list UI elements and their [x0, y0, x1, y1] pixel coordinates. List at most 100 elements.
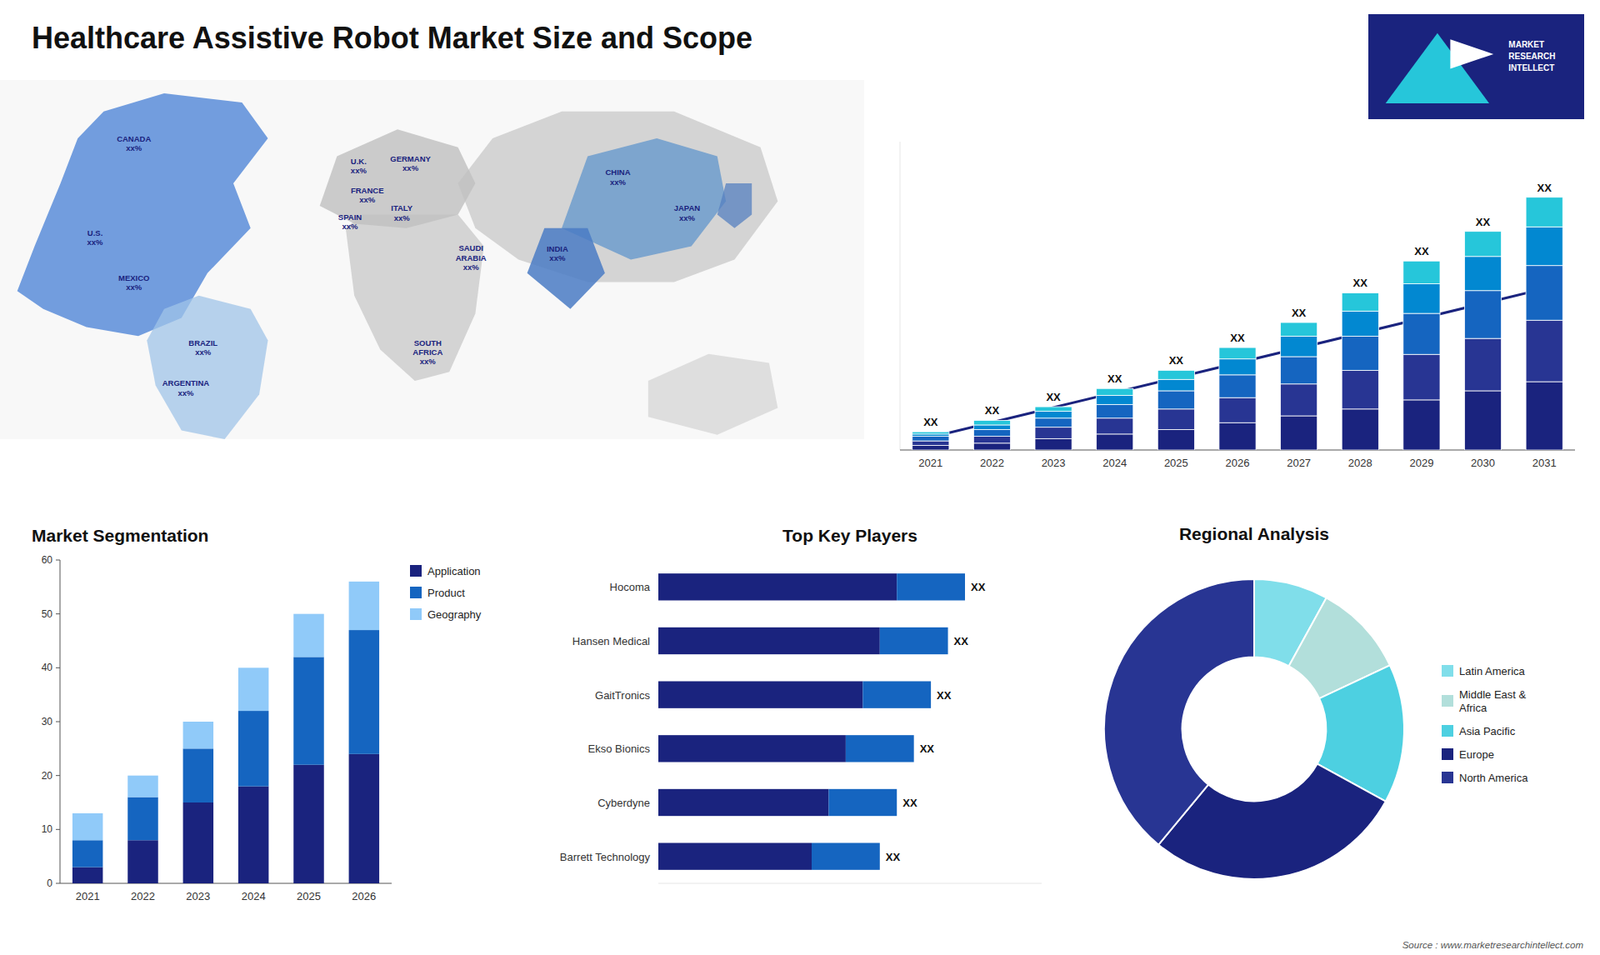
y-tick-label: 0 [46, 877, 53, 890]
bar-segment [658, 843, 812, 870]
logo-arrow [1450, 39, 1494, 69]
bar-annotation: XX [1475, 215, 1491, 229]
legend-swatch [1441, 771, 1454, 784]
donut-slice [1104, 579, 1255, 845]
bar-annotation: XX [954, 635, 970, 648]
bar-segment [1035, 411, 1072, 419]
map-label: SAUDIARABIAxx% [455, 243, 487, 272]
bar-segment [1341, 335, 1379, 370]
bar-annotation: XX [1230, 331, 1245, 345]
map-region [146, 295, 268, 440]
bar-annotation: XX [920, 742, 935, 755]
bar-segment [1035, 406, 1072, 411]
chart-title: Market Segmentation [31, 525, 209, 545]
bar-annotation: XX [1107, 372, 1123, 385]
bar-segment [912, 431, 950, 435]
x-tick-label: 2021 [75, 890, 100, 903]
map-region [648, 354, 779, 435]
bar-segment [973, 436, 1010, 444]
marks [658, 573, 965, 870]
y-tick-label: Barrett Technology [560, 850, 651, 863]
bar-segment [1035, 438, 1072, 450]
bar-segment [912, 445, 950, 450]
bar-segment [973, 425, 1010, 430]
bar-segment [912, 440, 950, 445]
bar-segment [1525, 197, 1563, 228]
bar-segment [1096, 388, 1134, 395]
map-label: BRAZILxx% [188, 337, 218, 356]
x-tick-label: 2026 [1225, 456, 1250, 470]
bar-segment [127, 797, 158, 841]
y-tick-label: 50 [41, 608, 54, 620]
bar-annotation: XX [902, 796, 918, 810]
bar-segment [1341, 370, 1379, 409]
bar-segment [912, 436, 950, 441]
bar-segment [1219, 397, 1256, 423]
bar-segment [1464, 290, 1501, 339]
y-tick [55, 829, 60, 830]
bar-annotation: XX [1414, 245, 1430, 258]
bar-segment [1096, 434, 1134, 450]
legend-label: Product [427, 586, 465, 600]
y-tick-label: 30 [41, 715, 54, 728]
bar-segment [183, 748, 214, 803]
bar-segment [1280, 415, 1318, 450]
map-region [320, 129, 476, 229]
map-label: SPAINxx% [338, 212, 362, 231]
bar-segment [1157, 370, 1195, 380]
bar-annotation: XX [1169, 354, 1185, 367]
map-region [345, 215, 485, 382]
legend-label: Asia Pacific [1459, 725, 1516, 738]
bar-segment [1219, 375, 1256, 398]
legend-swatch [1441, 725, 1454, 737]
y-tick-label: 10 [41, 823, 54, 835]
x-tick-label: 2028 [1348, 456, 1373, 470]
bar-segment [1157, 429, 1195, 450]
bar-segment [658, 573, 897, 600]
legend-swatch [410, 565, 422, 577]
bar-segment [1280, 384, 1318, 416]
bar-segment [293, 656, 324, 765]
bar-annotation: XX [1353, 276, 1369, 290]
marks [912, 197, 1564, 450]
map-label: SOUTHAFRICAxx% [412, 337, 443, 366]
map-label: ARGENTINAxx% [162, 378, 210, 397]
bar-segment [127, 840, 158, 884]
bar-segment [1464, 338, 1501, 391]
legend-label: Geography [427, 608, 482, 621]
bar-segment [1280, 322, 1318, 336]
bar-segment [1525, 320, 1563, 382]
y-tick-label: Hocoma [610, 580, 651, 594]
source: Source : www.marketresearchintellect.com [1402, 940, 1585, 950]
bar-segment [912, 434, 950, 437]
bar-segment [862, 681, 931, 709]
x-tick-label: 2023 [185, 890, 210, 903]
map-label: CHINAxx% [605, 167, 630, 186]
donut-chart: Regional AnalysisLatin AmericaMiddle Eas… [1104, 524, 1529, 880]
bar-segment [1280, 335, 1318, 357]
bar-annotation: XX [936, 688, 952, 701]
bar-segment [1096, 395, 1134, 405]
y-tick-label: Cyberdyne [597, 796, 650, 810]
logo-triangle [1385, 33, 1490, 104]
bar-segment [658, 735, 846, 762]
bar-segment [828, 789, 897, 816]
bar-segment [1280, 356, 1318, 385]
bar-segment [1341, 310, 1379, 336]
x-tick-label: 2029 [1409, 456, 1434, 470]
world-map [0, 80, 865, 440]
bar-annotation: XX [923, 415, 939, 429]
bar-segment [1157, 409, 1195, 430]
bar-segment [973, 420, 1010, 425]
bar-annotation: XX [1291, 306, 1307, 320]
bar-segment [72, 867, 103, 884]
map-label: MEXICOxx% [118, 272, 150, 291]
bar-segment [1525, 381, 1563, 450]
bar-annotation: XX [1537, 181, 1553, 195]
x-tick-label: 2027 [1286, 456, 1311, 470]
y-tick [55, 560, 60, 561]
map-label: JAPANxx% [674, 203, 701, 222]
y-tick [55, 883, 60, 885]
x-tick-label: 2024 [241, 890, 266, 903]
bar-segment [1464, 256, 1501, 291]
